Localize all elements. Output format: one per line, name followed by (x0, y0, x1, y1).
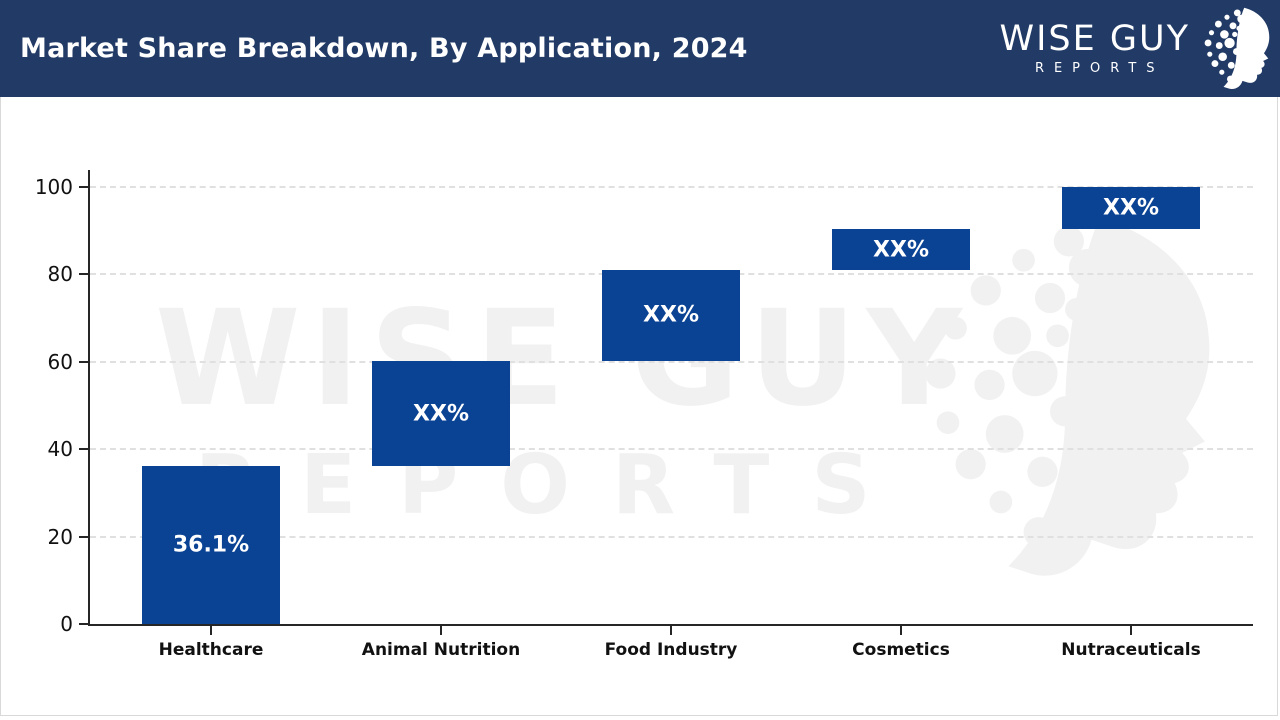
x-axis-tick (1130, 626, 1132, 635)
bar-value-label: XX% (1103, 195, 1159, 221)
y-axis-tick (79, 360, 88, 363)
page-title: Market Share Breakdown, By Application, … (20, 33, 748, 64)
wiseguy-logo: WISE GUY REPORTS (999, 0, 1272, 97)
gridline (90, 535, 1253, 538)
y-axis-tick (79, 535, 88, 538)
watermark-face-icon (925, 218, 1210, 576)
logo-wordmark: WISE GUY REPORTS (999, 18, 1190, 76)
y-axis-tick-label: 40 (47, 437, 73, 462)
bar-value-label: XX% (873, 237, 929, 263)
y-axis-tick-label: 60 (47, 349, 73, 374)
bar-healthcare (142, 466, 280, 624)
x-category-label: Healthcare (158, 640, 264, 660)
y-axis-tick-label: 0 (60, 612, 73, 636)
bar-animal-nutrition (372, 360, 510, 467)
x-axis-tick (670, 626, 672, 635)
x-category-label: Animal Nutrition (361, 640, 521, 660)
logo-wordmark-main: WISE GUY (999, 18, 1190, 59)
logo-face-icon (1204, 7, 1270, 89)
y-axis-line (88, 170, 90, 626)
watermark-wordmark: WISE GUY (155, 282, 973, 436)
x-axis-tick (210, 626, 212, 635)
y-axis-tick-label: 100 (34, 175, 73, 199)
x-category-label: Nutraceuticals (1061, 640, 1201, 660)
bar-value-label: XX% (643, 302, 699, 328)
bar-cosmetics (832, 229, 970, 271)
y-axis-tick-label: 80 (47, 262, 73, 287)
x-category-label: Cosmetics (852, 640, 950, 660)
bar-nutraceuticals (1062, 187, 1200, 230)
x-axis-line (88, 624, 1253, 626)
y-axis-tick (79, 448, 88, 451)
x-category-label: Food Industry (604, 640, 738, 660)
gridline (90, 360, 1253, 363)
logo-wordmark-sub: REPORTS (1034, 60, 1165, 76)
y-axis-tick-label: 20 (47, 524, 73, 549)
gridline (90, 186, 1253, 188)
bar-food-industry (602, 270, 740, 361)
bar-value-label: XX% (413, 401, 469, 427)
y-axis-tick (79, 273, 88, 276)
gridline (90, 448, 1253, 451)
y-axis-tick (79, 186, 88, 188)
bar-value-label: 36.1% (172, 532, 250, 558)
header: Market Share Breakdown, By Application, … (0, 0, 1280, 97)
x-axis-tick (440, 626, 442, 635)
x-axis-tick (900, 626, 902, 635)
y-axis-tick (79, 623, 88, 625)
watermark-subtext: REPORTS (195, 438, 913, 533)
